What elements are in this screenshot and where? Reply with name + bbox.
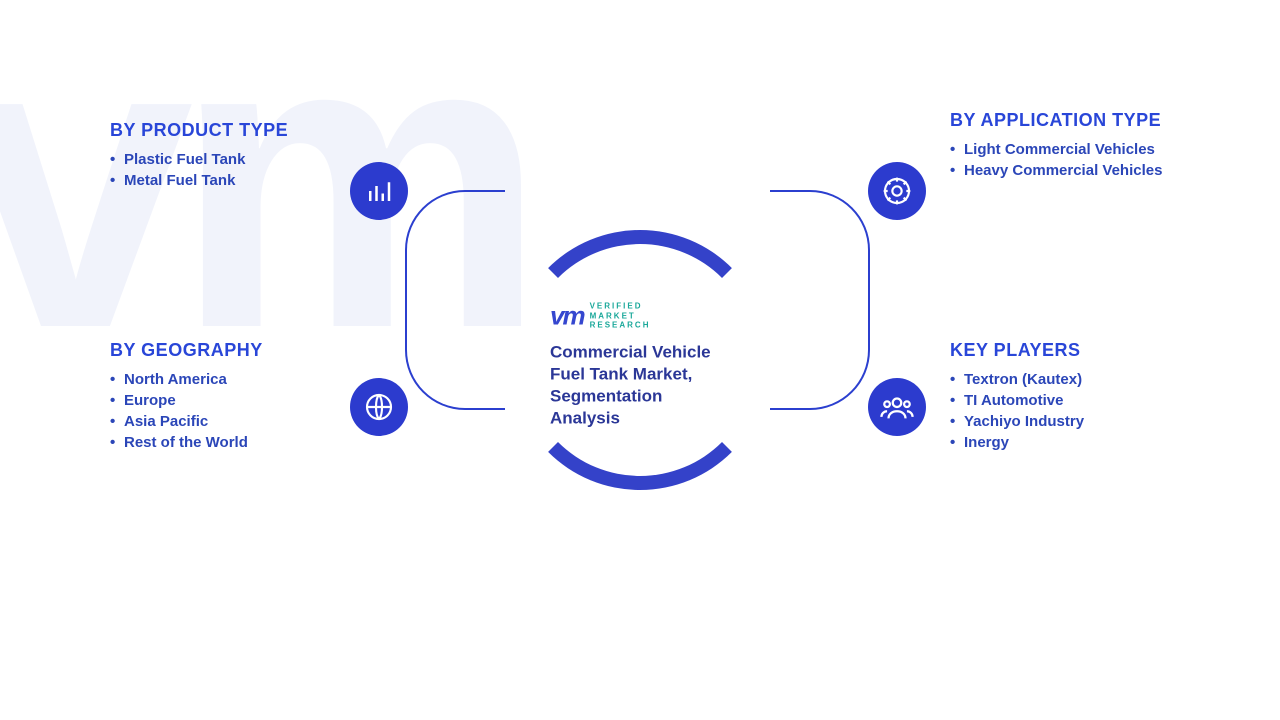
section-list: Plastic Fuel Tank Metal Fuel Tank xyxy=(110,151,288,189)
section-product-type: BY PRODUCT TYPE Plastic Fuel Tank Metal … xyxy=(110,120,288,193)
globe-icon xyxy=(350,378,408,436)
gear-icon xyxy=(868,162,926,220)
section-list: Light Commercial Vehicles Heavy Commerci… xyxy=(950,141,1162,179)
section-title: BY PRODUCT TYPE xyxy=(110,120,288,141)
connector xyxy=(405,190,505,300)
list-item: Plastic Fuel Tank xyxy=(110,151,288,168)
list-item: Light Commercial Vehicles xyxy=(950,141,1162,158)
logo-text: VERIFIED MARKET RESEARCH xyxy=(590,302,651,331)
logo-mark: vm xyxy=(550,301,584,332)
section-application-type: BY APPLICATION TYPE Light Commercial Veh… xyxy=(950,110,1162,183)
vmr-logo: vm VERIFIED MARKET RESEARCH xyxy=(550,301,730,332)
list-item: Europe xyxy=(110,392,263,409)
list-item: Metal Fuel Tank xyxy=(110,172,288,189)
list-item: Asia Pacific xyxy=(110,413,263,430)
list-item: TI Automotive xyxy=(950,392,1084,409)
list-item: Rest of the World xyxy=(110,434,263,451)
list-item: North America xyxy=(110,371,263,388)
connector xyxy=(770,190,870,300)
list-item: Textron (Kautex) xyxy=(950,371,1084,388)
section-list: Textron (Kautex) TI Automotive Yachiyo I… xyxy=(950,371,1084,451)
section-geography: BY GEOGRAPHY North America Europe Asia P… xyxy=(110,340,263,455)
list-item: Inergy xyxy=(950,434,1084,451)
bar-chart-icon xyxy=(350,162,408,220)
center-title: Commercial Vehicle Fuel Tank Market, Seg… xyxy=(550,342,730,430)
list-item: Heavy Commercial Vehicles xyxy=(950,162,1162,179)
connector xyxy=(770,300,870,410)
center-content: vm VERIFIED MARKET RESEARCH Commercial V… xyxy=(550,301,730,430)
section-title: BY APPLICATION TYPE xyxy=(950,110,1162,131)
section-title: BY GEOGRAPHY xyxy=(110,340,263,361)
infographic-content: BY PRODUCT TYPE Plastic Fuel Tank Metal … xyxy=(0,0,1280,720)
connector xyxy=(405,300,505,410)
section-key-players: KEY PLAYERS Textron (Kautex) TI Automoti… xyxy=(950,340,1084,455)
list-item: Yachiyo Industry xyxy=(950,413,1084,430)
people-icon xyxy=(868,378,926,436)
section-title: KEY PLAYERS xyxy=(950,340,1084,361)
section-list: North America Europe Asia Pacific Rest o… xyxy=(110,371,263,451)
center-hub: vm VERIFIED MARKET RESEARCH Commercial V… xyxy=(510,230,770,490)
